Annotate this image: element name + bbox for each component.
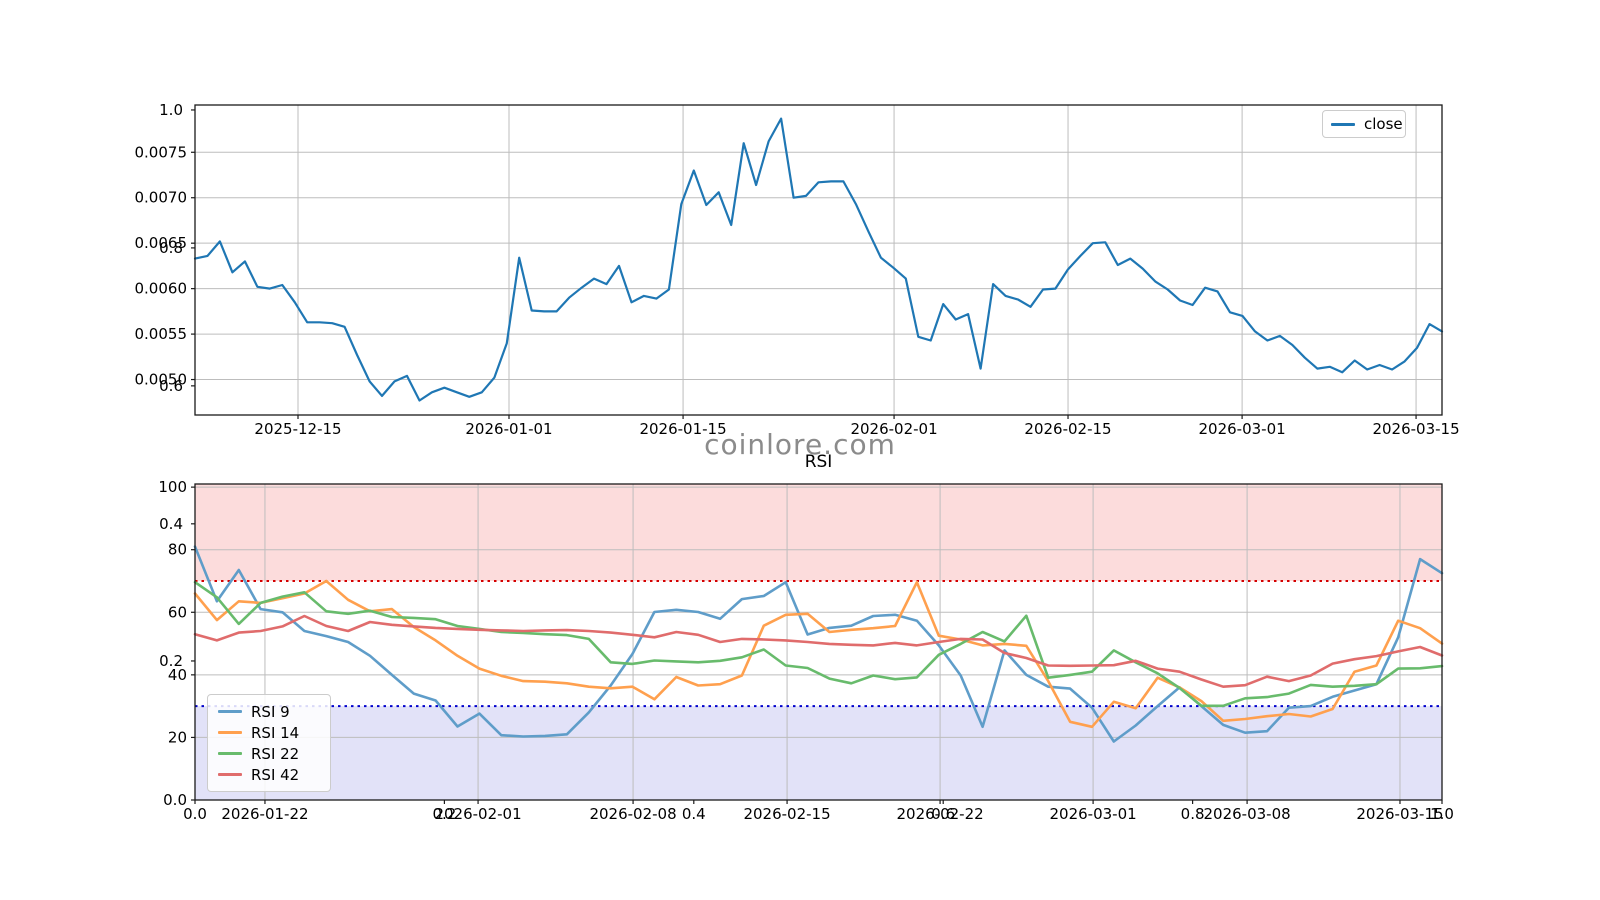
svg-text:2026-01-01: 2026-01-01	[465, 420, 552, 438]
svg-text:0.0070: 0.0070	[135, 189, 188, 207]
svg-text:100: 100	[158, 478, 187, 496]
rsi14-legend-label: RSI 14	[251, 723, 300, 742]
svg-text:0.8: 0.8	[1181, 805, 1205, 823]
svg-text:2026-02-01: 2026-02-01	[850, 420, 937, 438]
legend-item-rsi22: RSI 22	[218, 743, 320, 764]
svg-text:0.0: 0.0	[163, 791, 187, 809]
svg-text:60: 60	[168, 603, 187, 621]
svg-text:2025-12-15: 2025-12-15	[254, 420, 341, 438]
svg-text:2026-01-22: 2026-01-22	[221, 805, 308, 823]
svg-text:0.0055: 0.0055	[135, 325, 188, 343]
legend-item-rsi42: RSI 42	[218, 764, 320, 785]
close-line-swatch	[1331, 122, 1355, 126]
svg-text:2026-03-01: 2026-03-01	[1199, 420, 1286, 438]
rsi14-line-swatch	[218, 731, 242, 734]
svg-text:0.2: 0.2	[159, 652, 183, 670]
rsi9-line-swatch	[218, 710, 242, 713]
svg-text:0.0075: 0.0075	[135, 143, 188, 161]
svg-text:0.2: 0.2	[432, 805, 456, 823]
svg-text:2026-03-01: 2026-03-01	[1049, 805, 1136, 823]
svg-text:0.8: 0.8	[159, 239, 183, 257]
svg-text:2026-03-08: 2026-03-08	[1204, 805, 1291, 823]
svg-text:80: 80	[168, 541, 187, 559]
svg-text:2026-02-15: 2026-02-15	[743, 805, 830, 823]
watermark: coinlore.com	[704, 428, 896, 461]
svg-text:0.0060: 0.0060	[135, 280, 188, 298]
rsi-chart-title: RSI	[804, 452, 833, 472]
rsi22-line-swatch	[218, 752, 242, 755]
svg-text:0.0050: 0.0050	[135, 371, 188, 389]
svg-text:2026-02-01: 2026-02-01	[434, 805, 521, 823]
svg-text:2026-01-15: 2026-01-15	[639, 420, 726, 438]
svg-text:1.0: 1.0	[159, 101, 183, 119]
svg-text:2026-02-22: 2026-02-22	[896, 805, 983, 823]
svg-text:0.4: 0.4	[682, 805, 706, 823]
legend-item-rsi9: RSI 9	[218, 701, 320, 722]
rsi-legend: RSI 9 RSI 14 RSI 22 RSI 42	[207, 694, 331, 792]
legend-item-rsi14: RSI 14	[218, 722, 320, 743]
svg-text:0.4: 0.4	[159, 515, 183, 533]
rsi42-line-swatch	[218, 773, 242, 776]
svg-text:0.6: 0.6	[159, 377, 183, 395]
svg-text:2026-03-15: 2026-03-15	[1356, 805, 1443, 823]
svg-text:40: 40	[168, 666, 187, 684]
svg-text:2026-02-08: 2026-02-08	[589, 805, 676, 823]
svg-text:0.6: 0.6	[931, 805, 955, 823]
rsi22-legend-label: RSI 22	[251, 744, 300, 763]
svg-text:2026-03-15: 2026-03-15	[1372, 420, 1459, 438]
price-legend: close	[1322, 110, 1406, 138]
svg-text:1.0: 1.0	[1430, 805, 1454, 823]
svg-text:0.0065: 0.0065	[135, 234, 188, 252]
svg-text:2026-02-15: 2026-02-15	[1024, 420, 1111, 438]
rsi9-legend-label: RSI 9	[251, 702, 290, 721]
close-legend-label: close	[1364, 115, 1403, 133]
rsi42-legend-label: RSI 42	[251, 765, 300, 784]
svg-text:20: 20	[168, 728, 187, 746]
svg-text:0.0: 0.0	[183, 805, 207, 823]
